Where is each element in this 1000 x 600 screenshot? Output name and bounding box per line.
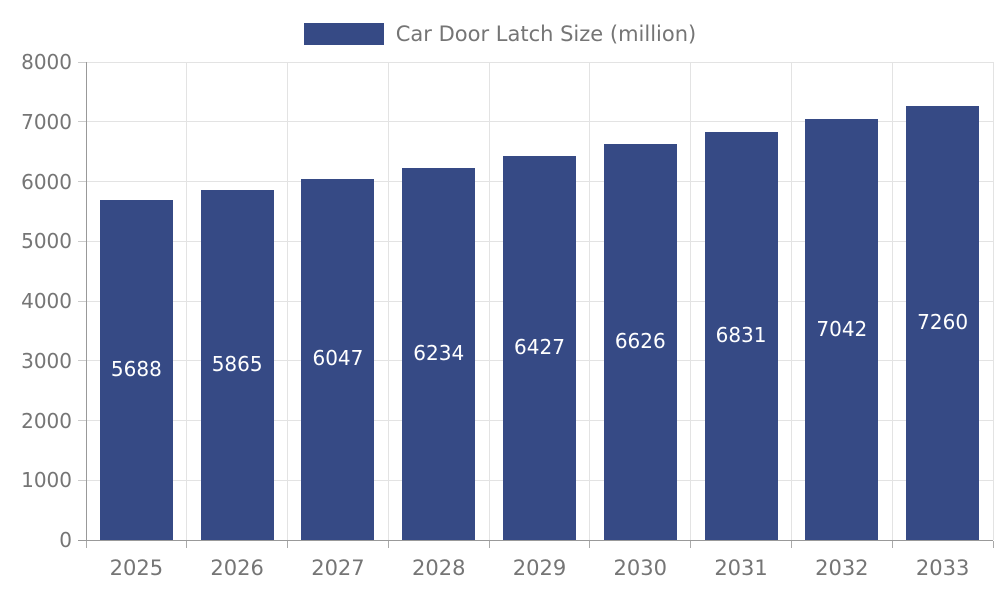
bar-2026[interactable]: 5865 [200, 189, 274, 540]
y-axis-label: 4000 [21, 289, 72, 313]
y-axis-tick [78, 360, 86, 362]
bar-value-label: 7260 [917, 310, 969, 335]
gridline-vertical [790, 62, 792, 540]
x-axis-tick [992, 541, 994, 548]
x-axis-label-2032: 2032 [815, 556, 869, 580]
x-axis-label-2029: 2029 [512, 556, 567, 580]
y-axis-tick [78, 420, 86, 421]
x-axis-label-2028: 2028 [411, 556, 466, 580]
bar-2027[interactable]: 6047 [301, 178, 375, 540]
x-axis-tick [287, 541, 289, 548]
gridline-horizontal [86, 121, 993, 123]
y-axis-label: 5000 [21, 229, 72, 254]
x-axis-label-2031: 2031 [714, 556, 768, 580]
gridline-vertical [186, 62, 188, 540]
gridline-vertical [387, 62, 389, 540]
x-axis-tick [186, 541, 188, 548]
bar-2028[interactable]: 6234 [402, 167, 476, 540]
bar-2029[interactable]: 6427 [503, 155, 576, 540]
y-axis-label: 1000 [21, 468, 72, 493]
x-axis-tick [85, 541, 87, 548]
bar-value-label: 6234 [413, 340, 465, 365]
gridline-horizontal [86, 61, 993, 63]
gridline-vertical [690, 62, 692, 540]
x-axis-tick [790, 541, 792, 548]
bar-2031[interactable]: 6831 [704, 131, 778, 540]
x-axis-line [78, 540, 993, 541]
x-axis-label-2026: 2026 [210, 556, 264, 580]
y-axis-tick [78, 181, 86, 182]
y-axis-label: 7000 [21, 109, 72, 134]
bar-value-label: 5865 [211, 351, 263, 376]
x-axis-label-2025: 2025 [109, 556, 164, 580]
bar-value-label: 6831 [715, 322, 767, 347]
gridline-vertical [992, 62, 994, 540]
y-axis-label: 2000 [21, 408, 72, 433]
x-axis-tick [387, 541, 389, 548]
y-axis-tick [78, 61, 86, 63]
gridline-vertical [488, 62, 490, 540]
y-axis-label: 8000 [21, 50, 72, 74]
legend-swatch-icon [303, 23, 384, 45]
gridline-vertical [589, 62, 591, 540]
y-axis-tick [78, 240, 86, 242]
bar-2033[interactable]: 7260 [906, 106, 980, 540]
x-axis-tick [690, 541, 692, 548]
x-axis-label-2030: 2030 [613, 556, 667, 580]
legend-label: Car Door Latch Size (million) [395, 22, 697, 46]
x-axis-label-2033: 2033 [915, 556, 970, 580]
bar-value-label: 7042 [816, 316, 868, 341]
gridline-vertical [891, 62, 893, 540]
x-axis-tick [589, 541, 591, 548]
x-axis-tick [488, 541, 490, 548]
y-axis-label: 6000 [21, 169, 72, 194]
gridline-vertical [287, 62, 289, 540]
y-axis-label: 0 [59, 528, 72, 552]
y-axis-tick [78, 300, 86, 302]
bar-value-label: 6626 [614, 329, 666, 354]
x-axis-tick [891, 541, 893, 548]
bar-value-label: 6427 [514, 334, 565, 359]
bar-2025[interactable]: 5688 [99, 200, 173, 540]
y-axis-tick [78, 479, 86, 481]
y-axis-tick [78, 121, 86, 123]
bar-value-label: 5688 [110, 357, 162, 382]
x-axis-label-2027: 2027 [311, 556, 365, 580]
bar-value-label: 6047 [312, 346, 364, 371]
y-axis-label: 3000 [21, 348, 72, 373]
y-axis-line [86, 62, 87, 541]
bar-2032[interactable]: 7042 [805, 119, 879, 540]
legend[interactable]: Car Door Latch Size (million) [0, 14, 1000, 54]
bar-2030[interactable]: 6626 [603, 144, 677, 540]
